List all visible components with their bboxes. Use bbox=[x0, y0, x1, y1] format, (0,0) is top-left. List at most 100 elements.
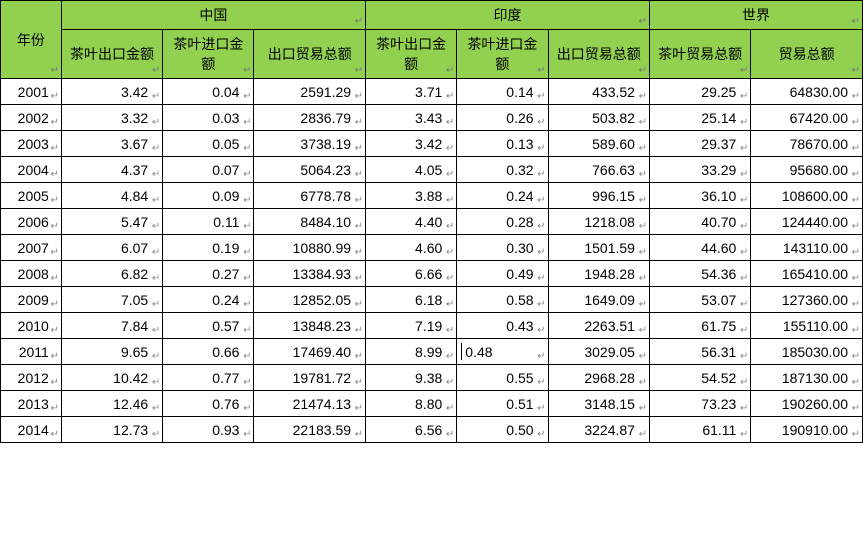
table-cell[interactable]: 19781.72↵ bbox=[254, 365, 366, 391]
table-cell[interactable]: 7.84↵ bbox=[61, 313, 162, 339]
table-cell[interactable]: 2004↵ bbox=[1, 157, 62, 183]
table-cell[interactable]: 2003↵ bbox=[1, 131, 62, 157]
table-cell[interactable]: 0.11↵ bbox=[163, 209, 254, 235]
table-cell[interactable]: 3224.87↵ bbox=[548, 417, 649, 443]
table-cell[interactable]: 433.52↵ bbox=[548, 79, 649, 105]
table-cell[interactable]: 2002↵ bbox=[1, 105, 62, 131]
table-cell[interactable]: 4.37↵ bbox=[61, 157, 162, 183]
table-cell[interactable]: 3.32↵ bbox=[61, 105, 162, 131]
table-cell[interactable]: 187130.00↵ bbox=[751, 365, 863, 391]
table-cell[interactable]: 0.04↵ bbox=[163, 79, 254, 105]
table-cell[interactable]: 8484.10↵ bbox=[254, 209, 366, 235]
table-cell[interactable]: 10.42↵ bbox=[61, 365, 162, 391]
table-cell[interactable]: 78670.00↵ bbox=[751, 131, 863, 157]
table-cell[interactable]: 3148.15↵ bbox=[548, 391, 649, 417]
table-cell[interactable]: 190910.00↵ bbox=[751, 417, 863, 443]
table-cell[interactable]: 2009↵ bbox=[1, 287, 62, 313]
table-cell[interactable]: 3.42↵ bbox=[366, 131, 457, 157]
table-cell[interactable]: 33.29↵ bbox=[649, 157, 750, 183]
table-cell[interactable]: 589.60↵ bbox=[548, 131, 649, 157]
table-cell[interactable]: 6.18↵ bbox=[366, 287, 457, 313]
table-cell[interactable]: 95680.00↵ bbox=[751, 157, 863, 183]
table-cell[interactable]: 0.24↵ bbox=[457, 183, 548, 209]
table-cell[interactable]: 2012↵ bbox=[1, 365, 62, 391]
table-cell[interactable]: 56.31↵ bbox=[649, 339, 750, 365]
table-cell[interactable]: 10880.99↵ bbox=[254, 235, 366, 261]
table-cell[interactable]: 6.56↵ bbox=[366, 417, 457, 443]
table-cell[interactable]: 155110.00↵ bbox=[751, 313, 863, 339]
table-cell[interactable]: 3.42↵ bbox=[61, 79, 162, 105]
table-cell[interactable]: 4.05↵ bbox=[366, 157, 457, 183]
table-cell[interactable]: 3.71↵ bbox=[366, 79, 457, 105]
table-cell[interactable]: 21474.13↵ bbox=[254, 391, 366, 417]
table-cell[interactable]: 766.63↵ bbox=[548, 157, 649, 183]
table-cell[interactable]: 0.77↵ bbox=[163, 365, 254, 391]
table-cell[interactable]: 185030.00↵ bbox=[751, 339, 863, 365]
table-cell[interactable]: 44.60↵ bbox=[649, 235, 750, 261]
table-cell[interactable]: 36.10↵ bbox=[649, 183, 750, 209]
table-cell[interactable]: 3738.19↵ bbox=[254, 131, 366, 157]
table-cell[interactable]: 61.11↵ bbox=[649, 417, 750, 443]
table-cell[interactable]: 0.07↵ bbox=[163, 157, 254, 183]
table-cell[interactable]: 6.07↵ bbox=[61, 235, 162, 261]
table-cell[interactable]: 22183.59↵ bbox=[254, 417, 366, 443]
table-cell[interactable]: 190260.00↵ bbox=[751, 391, 863, 417]
table-cell[interactable]: 0.03↵ bbox=[163, 105, 254, 131]
table-cell[interactable]: 4.60↵ bbox=[366, 235, 457, 261]
table-cell[interactable]: 0.32↵ bbox=[457, 157, 548, 183]
table-cell[interactable]: 0.57↵ bbox=[163, 313, 254, 339]
table-cell[interactable]: 0.26↵ bbox=[457, 105, 548, 131]
table-cell[interactable]: 54.52↵ bbox=[649, 365, 750, 391]
table-cell[interactable]: 9.65↵ bbox=[61, 339, 162, 365]
table-cell[interactable]: 165410.00↵ bbox=[751, 261, 863, 287]
table-cell[interactable]: 0.51↵ bbox=[457, 391, 548, 417]
table-cell[interactable]: 7.05↵ bbox=[61, 287, 162, 313]
table-cell[interactable]: 127360.00↵ bbox=[751, 287, 863, 313]
table-cell[interactable]: 0.49↵ bbox=[457, 261, 548, 287]
table-cell[interactable]: 2591.29↵ bbox=[254, 79, 366, 105]
table-cell[interactable]: 29.37↵ bbox=[649, 131, 750, 157]
table-cell[interactable]: 0.30↵ bbox=[457, 235, 548, 261]
table-cell[interactable]: 0.93↵ bbox=[163, 417, 254, 443]
table-cell[interactable]: 2011↵ bbox=[1, 339, 62, 365]
table-cell[interactable]: 503.82↵ bbox=[548, 105, 649, 131]
table-cell[interactable]: 5064.23↵ bbox=[254, 157, 366, 183]
table-cell[interactable]: 2001↵ bbox=[1, 79, 62, 105]
table-cell[interactable]: 0.28↵ bbox=[457, 209, 548, 235]
table-cell[interactable]: 3.67↵ bbox=[61, 131, 162, 157]
table-cell[interactable]: 0.58↵ bbox=[457, 287, 548, 313]
table-cell[interactable]: 6.82↵ bbox=[61, 261, 162, 287]
table-cell[interactable]: 4.40↵ bbox=[366, 209, 457, 235]
table-cell[interactable]: 54.36↵ bbox=[649, 261, 750, 287]
table-cell[interactable]: 6778.78↵ bbox=[254, 183, 366, 209]
table-cell[interactable]: 25.14↵ bbox=[649, 105, 750, 131]
table-cell[interactable]: 1948.28↵ bbox=[548, 261, 649, 287]
table-cell[interactable]: 0.27↵ bbox=[163, 261, 254, 287]
table-cell[interactable]: 0.19↵ bbox=[163, 235, 254, 261]
table-cell[interactable]: 2007↵ bbox=[1, 235, 62, 261]
table-cell[interactable]: 53.07↵ bbox=[649, 287, 750, 313]
table-cell[interactable]: 3.88↵ bbox=[366, 183, 457, 209]
table-cell[interactable]: 13384.93↵ bbox=[254, 261, 366, 287]
table-cell[interactable]: 8.80↵ bbox=[366, 391, 457, 417]
table-cell[interactable]: 73.23↵ bbox=[649, 391, 750, 417]
table-cell[interactable]: 2005↵ bbox=[1, 183, 62, 209]
table-cell[interactable]: 12.73↵ bbox=[61, 417, 162, 443]
table-cell[interactable]: 0.05↵ bbox=[163, 131, 254, 157]
table-cell[interactable]: 2006↵ bbox=[1, 209, 62, 235]
table-cell[interactable]: 1501.59↵ bbox=[548, 235, 649, 261]
table-cell[interactable]: 6.66↵ bbox=[366, 261, 457, 287]
table-cell[interactable]: 64830.00↵ bbox=[751, 79, 863, 105]
table-cell[interactable]: 13848.23↵ bbox=[254, 313, 366, 339]
table-cell[interactable]: 2836.79↵ bbox=[254, 105, 366, 131]
table-cell[interactable]: 124440.00↵ bbox=[751, 209, 863, 235]
table-cell[interactable]: 7.19↵ bbox=[366, 313, 457, 339]
table-cell[interactable]: 996.15↵ bbox=[548, 183, 649, 209]
table-cell[interactable]: 0.13↵ bbox=[457, 131, 548, 157]
table-cell[interactable]: 0.76↵ bbox=[163, 391, 254, 417]
table-cell[interactable]: 17469.40↵ bbox=[254, 339, 366, 365]
table-cell[interactable]: 8.99↵ bbox=[366, 339, 457, 365]
table-cell[interactable]: 0.09↵ bbox=[163, 183, 254, 209]
table-cell[interactable]: 0.24↵ bbox=[163, 287, 254, 313]
table-cell[interactable]: 2008↵ bbox=[1, 261, 62, 287]
